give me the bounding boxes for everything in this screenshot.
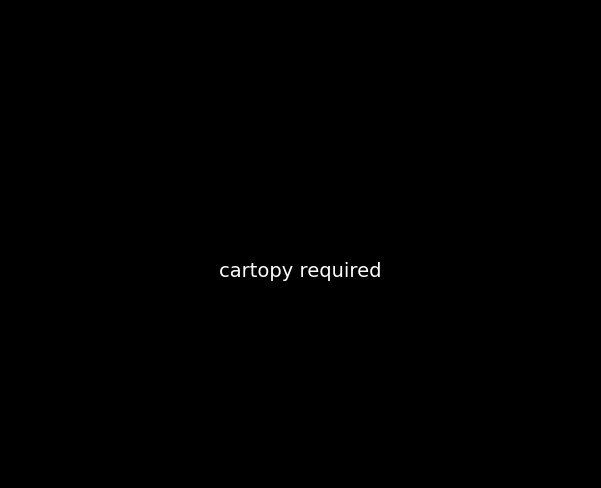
Text: cartopy required: cartopy required	[219, 262, 382, 281]
Text: Arrows show the wind wave direction: Arrows show the wind wave direction	[176, 35, 425, 47]
Text: Secondary Swell energy on Monday 03 Feb at 2:30am NST: Secondary Swell energy on Monday 03 Feb …	[36, 7, 565, 25]
